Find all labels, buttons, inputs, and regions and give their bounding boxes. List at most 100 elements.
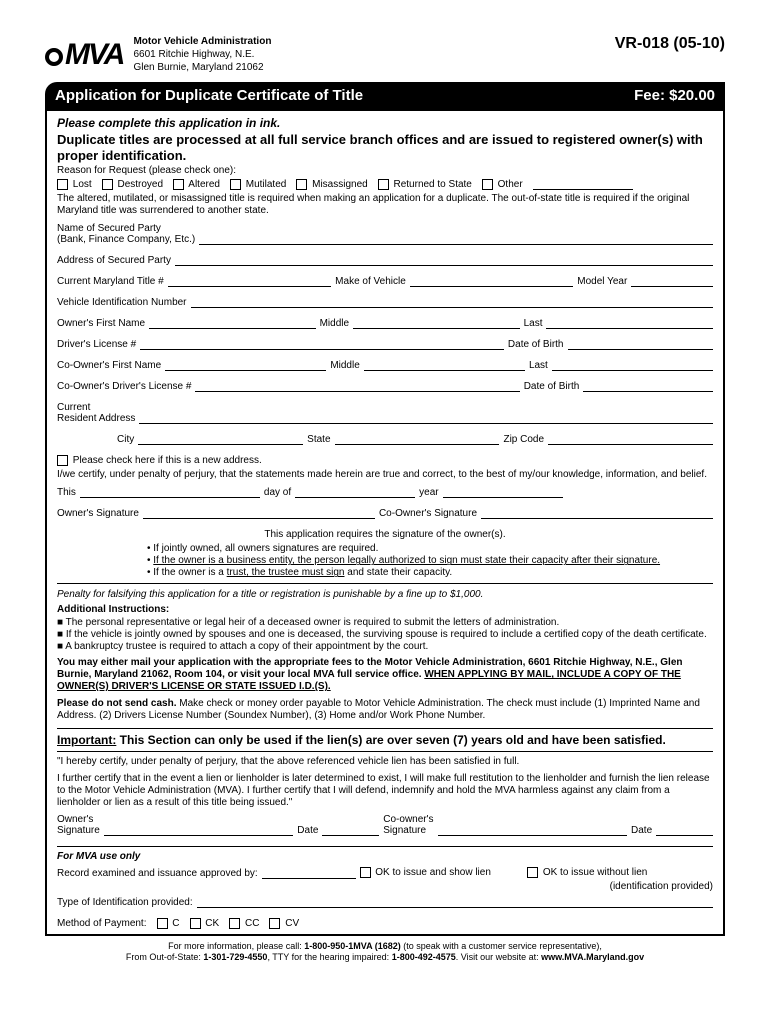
dayof-input[interactable] [295, 488, 415, 498]
addl-b2: If the vehicle is jointly owned by spous… [57, 629, 713, 640]
cert-p1: "I hereby certify, under penalty of perj… [57, 756, 713, 768]
coowner-last-input[interactable] [552, 361, 713, 371]
checkbox-misassigned[interactable] [296, 179, 307, 190]
dl-label: Driver's License # [57, 339, 136, 350]
owner-sig2-label: Owner'sSignature [57, 814, 100, 836]
zip-input[interactable] [548, 435, 713, 445]
secured-addr-label: Address of Secured Party [57, 255, 171, 266]
resident-input[interactable] [139, 414, 713, 424]
checkbox-new-address[interactable] [57, 455, 68, 466]
coowner-sig2-label: Co-owner'sSignature [383, 814, 433, 836]
agency-addr1: 6601 Ritchie Highway, N.E. [133, 48, 271, 61]
date1-input[interactable] [322, 826, 379, 836]
vin-label: Vehicle Identification Number [57, 297, 187, 308]
date2-input[interactable] [656, 826, 713, 836]
owner-sig-label: Owner's Signature [57, 508, 139, 519]
coowner-first-input[interactable] [165, 361, 326, 371]
checkbox-cv[interactable] [269, 918, 280, 929]
this-label: This [57, 487, 76, 498]
new-addr-label: Please check here if this is a new addre… [73, 455, 262, 466]
penalty-text: Penalty for falsifying this application … [57, 589, 713, 600]
secured-party-label: Name of Secured Party(Bank, Finance Comp… [57, 223, 195, 245]
title-bar: Application for Duplicate Certificate of… [45, 82, 725, 109]
other-line[interactable] [533, 180, 633, 190]
coowner-middle-input[interactable] [364, 361, 525, 371]
title-num-input[interactable] [168, 277, 331, 287]
year-input[interactable] [443, 488, 563, 498]
make-label: Make of Vehicle [335, 276, 406, 287]
owner-sig-input[interactable] [143, 509, 375, 519]
checkbox-ck[interactable] [190, 918, 201, 929]
checkbox-cc[interactable] [229, 918, 240, 929]
this-input[interactable] [80, 488, 260, 498]
bullet-business: • If the owner is a business entity, the… [147, 555, 713, 566]
checkbox-other[interactable] [482, 179, 493, 190]
mva-logo: MVA [45, 38, 123, 72]
owner-sig2-input[interactable] [104, 826, 293, 836]
agency-address: Motor Vehicle Administration 6601 Ritchi… [133, 35, 271, 74]
checkbox-mutilated[interactable] [230, 179, 241, 190]
make-input[interactable] [410, 277, 573, 287]
vin-input[interactable] [191, 298, 713, 308]
mva-use-title: For MVA use only [57, 851, 713, 862]
cert-p2: I further certify that in the event a li… [57, 773, 713, 809]
form-number: VR-018 (05-10) [615, 35, 725, 53]
checkbox-without-lien[interactable] [527, 867, 538, 878]
owner-last-label: Last [524, 318, 543, 329]
addl-b3: A bankruptcy trustee is required to atta… [57, 641, 713, 652]
signature-bullets: • If jointly owned, all owners signature… [147, 543, 713, 578]
owner-first-input[interactable] [149, 319, 316, 329]
approved-label: Record examined and issuance approved by… [57, 868, 258, 879]
coowner-sig-label: Co-Owner's Signature [379, 508, 477, 519]
date1-label: Date [297, 825, 318, 836]
type-id-label: Type of Identification provided: [57, 897, 193, 908]
logo-block: MVA Motor Vehicle Administration 6601 Ri… [45, 35, 271, 74]
coowner-last-label: Last [529, 360, 548, 371]
coowner-dob-label: Date of Birth [524, 381, 580, 392]
dl-input[interactable] [140, 340, 504, 350]
checkbox-show-lien[interactable] [360, 867, 371, 878]
sig-required-note: This application requires the signature … [57, 529, 713, 540]
model-year-label: Model Year [577, 276, 627, 287]
bullet-trust: • If the owner is a trust, the trustee m… [147, 567, 713, 578]
city-input[interactable] [138, 435, 303, 445]
checkbox-c[interactable] [157, 918, 168, 929]
coowner-dl-input[interactable] [195, 382, 519, 392]
type-id-input[interactable] [197, 898, 713, 908]
state-label: State [307, 434, 330, 445]
owner-last-input[interactable] [546, 319, 713, 329]
checkbox-lost[interactable] [57, 179, 68, 190]
dob-input[interactable] [568, 340, 714, 350]
reason-label: Reason for Request (please check one): [57, 165, 713, 176]
model-year-input[interactable] [631, 277, 713, 287]
title-num-label: Current Maryland Title # [57, 276, 164, 287]
owner-middle-input[interactable] [353, 319, 520, 329]
owner-first-label: Owner's First Name [57, 318, 145, 329]
year-label: year [419, 487, 438, 498]
coowner-sig-input[interactable] [481, 509, 713, 519]
state-input[interactable] [335, 435, 500, 445]
ink-instruction: Please complete this application in ink. [57, 116, 713, 130]
checkbox-returned[interactable] [378, 179, 389, 190]
coowner-sig2-input[interactable] [438, 826, 627, 836]
owner-middle-label: Middle [320, 318, 349, 329]
secured-party-input[interactable] [199, 235, 713, 245]
approved-input[interactable] [262, 869, 356, 879]
agency-addr2: Glen Burnie, Maryland 21062 [133, 61, 271, 74]
certify-text: I/we certify, under penalty of perjury, … [57, 469, 713, 481]
coowner-dob-input[interactable] [583, 382, 713, 392]
agency-title: Motor Vehicle Administration [133, 35, 271, 48]
coowner-dl-label: Co-Owner's Driver's License # [57, 381, 191, 392]
dayof-label: day of [264, 487, 291, 498]
checkbox-altered[interactable] [173, 179, 184, 190]
form-body: Please complete this application in ink.… [45, 109, 725, 936]
additional-title: Additional Instructions: [57, 604, 713, 615]
resident-label: CurrentResident Address [57, 402, 135, 424]
additional-bullets: The personal representative or legal hei… [57, 617, 713, 652]
reason-checkboxes: Lost Destroyed Altered Mutilated Misassi… [57, 179, 713, 190]
checkbox-destroyed[interactable] [102, 179, 113, 190]
date2-label: Date [631, 825, 652, 836]
fee-label: Fee: $20.00 [634, 87, 715, 104]
secured-addr-input[interactable] [175, 256, 713, 266]
coowner-first-label: Co-Owner's First Name [57, 360, 161, 371]
